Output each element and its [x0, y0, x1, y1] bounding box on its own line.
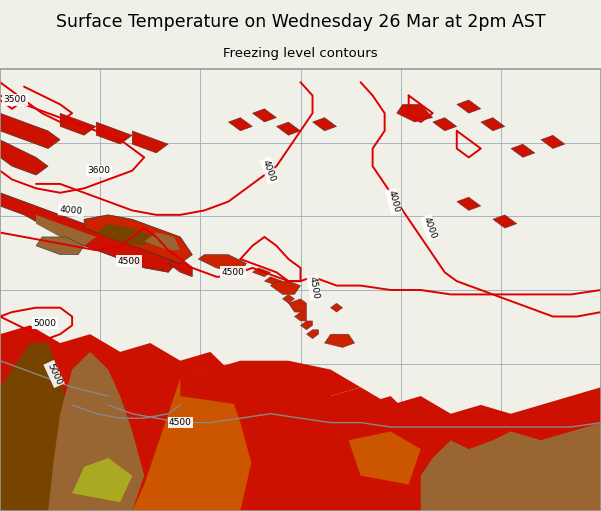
Polygon shape	[264, 277, 282, 286]
Polygon shape	[300, 321, 313, 330]
Text: 4500: 4500	[222, 268, 245, 277]
Polygon shape	[36, 237, 84, 254]
Polygon shape	[457, 100, 481, 113]
Polygon shape	[325, 334, 355, 347]
Polygon shape	[96, 224, 156, 246]
Polygon shape	[60, 113, 96, 135]
Polygon shape	[511, 144, 535, 157]
Text: 5000: 5000	[45, 362, 63, 386]
Polygon shape	[96, 122, 132, 144]
Text: 3500: 3500	[4, 96, 26, 104]
Polygon shape	[493, 215, 517, 228]
Text: 4500: 4500	[169, 418, 192, 427]
Text: 4000: 4000	[261, 158, 278, 183]
Text: 3600: 3600	[88, 166, 111, 175]
Polygon shape	[313, 118, 337, 131]
Polygon shape	[0, 140, 48, 175]
Polygon shape	[0, 193, 180, 272]
Polygon shape	[198, 254, 246, 272]
Polygon shape	[228, 118, 252, 131]
Polygon shape	[168, 259, 192, 277]
Text: 4500: 4500	[118, 257, 141, 266]
Polygon shape	[397, 104, 433, 122]
Text: 4000: 4000	[421, 216, 438, 240]
Polygon shape	[349, 431, 421, 484]
Polygon shape	[0, 343, 72, 511]
Polygon shape	[282, 294, 294, 303]
Polygon shape	[144, 233, 180, 250]
Polygon shape	[132, 369, 252, 511]
Polygon shape	[84, 215, 192, 264]
Polygon shape	[180, 361, 361, 414]
Polygon shape	[276, 122, 300, 135]
Polygon shape	[288, 299, 307, 312]
Polygon shape	[132, 131, 168, 153]
Text: 5000: 5000	[34, 319, 56, 328]
Text: 4500: 4500	[308, 276, 321, 300]
Polygon shape	[0, 113, 60, 149]
Polygon shape	[48, 352, 144, 511]
Polygon shape	[240, 396, 433, 511]
Polygon shape	[0, 326, 601, 511]
Polygon shape	[541, 135, 565, 149]
Polygon shape	[481, 118, 505, 131]
Polygon shape	[270, 281, 300, 294]
Polygon shape	[421, 423, 601, 511]
Polygon shape	[252, 268, 270, 277]
Polygon shape	[433, 118, 457, 131]
Polygon shape	[36, 215, 96, 246]
Text: 4000: 4000	[386, 190, 401, 214]
Text: 4000: 4000	[59, 205, 83, 216]
Polygon shape	[457, 197, 481, 211]
Polygon shape	[252, 109, 276, 122]
Text: Freezing level contours: Freezing level contours	[223, 48, 378, 60]
Polygon shape	[307, 330, 319, 339]
Polygon shape	[331, 303, 343, 312]
Text: Surface Temperature on Wednesday 26 Mar at 2pm AST: Surface Temperature on Wednesday 26 Mar …	[56, 13, 545, 31]
Polygon shape	[294, 312, 307, 321]
Polygon shape	[72, 458, 132, 502]
